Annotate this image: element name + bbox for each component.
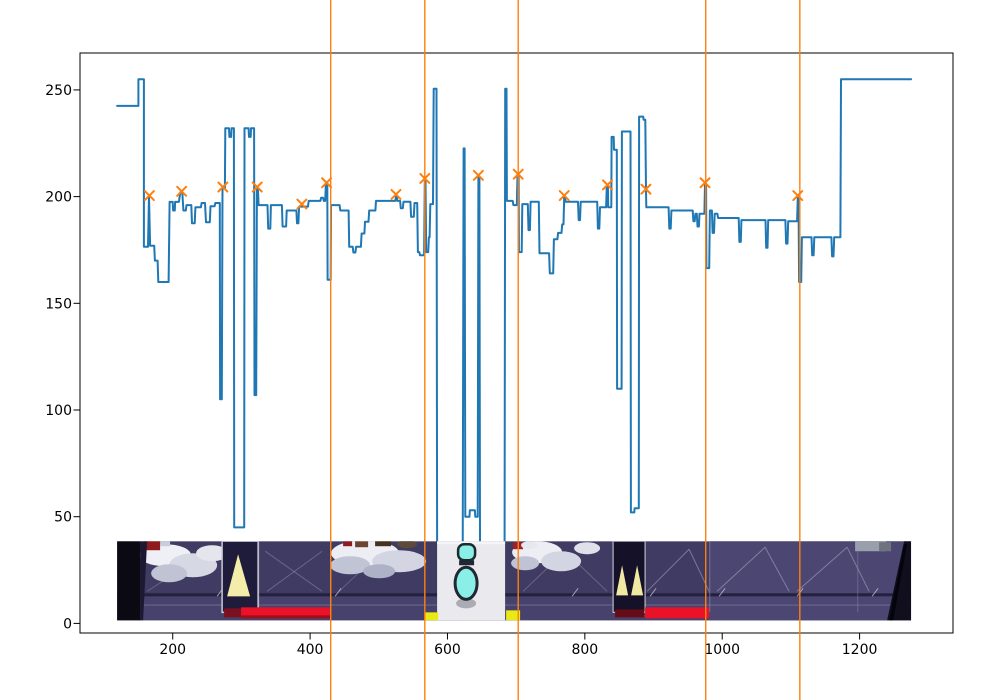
axes-spines	[79, 52, 954, 634]
inset-shape	[574, 542, 601, 555]
peak-x-icon	[792, 190, 804, 202]
y-tick-label: 50	[54, 510, 72, 526]
x-tick-label: 800	[571, 642, 598, 658]
inset-shape	[541, 551, 582, 572]
inset-shape	[846, 546, 870, 592]
inset-shape	[241, 615, 332, 619]
y-tick-label: 0	[63, 616, 72, 632]
inset-shape	[117, 604, 912, 606]
inset-shape	[144, 541, 161, 551]
inset-shape	[363, 564, 396, 579]
inset-shape	[764, 546, 790, 592]
inset-shape	[375, 541, 392, 547]
peak-x-icon	[176, 185, 188, 197]
inset-shape	[266, 550, 323, 592]
x-tick-label: 400	[297, 642, 324, 658]
inset-shape	[140, 541, 148, 621]
column-intensity-signal	[116, 78, 913, 608]
inset-shape	[437, 541, 506, 545]
inset-shape	[646, 548, 690, 592]
y-tick-label: 200	[45, 190, 72, 206]
inset-shape	[355, 541, 369, 548]
inset-shape	[511, 556, 540, 571]
inset-shape	[425, 612, 439, 621]
inset-shape	[117, 541, 141, 621]
inset-shape	[456, 598, 477, 609]
inset-shape	[456, 542, 477, 562]
inset-shape	[616, 565, 629, 596]
inset-shape	[649, 587, 657, 597]
x-tick-label: 600	[434, 642, 461, 658]
inset-shape	[196, 545, 229, 562]
inset-shape	[857, 541, 859, 613]
inset-shape	[716, 546, 766, 592]
inset-shape	[453, 565, 479, 601]
x-tick-label: 1000	[704, 642, 740, 658]
peak-x-icon	[602, 179, 614, 191]
peak-x-icon	[640, 183, 652, 195]
x-tick-label: 200	[159, 642, 186, 658]
y-tick-label: 150	[45, 296, 72, 312]
peak-x-icon	[143, 190, 155, 202]
inset-shape	[334, 587, 342, 597]
inset-shape	[631, 565, 644, 596]
inset-shape	[612, 541, 646, 613]
inset-shape	[224, 608, 254, 618]
inset-shape	[871, 587, 879, 597]
peak-marker-icons	[143, 168, 804, 210]
event-vlines	[330, 0, 801, 700]
inset-shape	[241, 607, 332, 619]
inset-shape	[718, 587, 726, 597]
peak-x-icon	[321, 177, 333, 189]
y-tick-label: 100	[45, 403, 72, 419]
inset-shape	[879, 542, 892, 552]
axes-frame: 200 400 600 800 1000 1200 0 50 100 150 200 250	[45, 52, 954, 658]
inset-shape	[227, 554, 251, 597]
inset-shape	[330, 556, 371, 575]
peak-x-icon	[558, 190, 570, 202]
inset-shape	[709, 541, 912, 621]
inset-shape	[889, 544, 908, 621]
peak-x-icon	[251, 181, 263, 193]
inset-shape	[160, 541, 171, 547]
inset-shape	[506, 610, 521, 621]
inset-shape	[459, 560, 475, 566]
peak-x-icon	[472, 169, 484, 181]
peak-x-icon	[217, 181, 229, 193]
inset-shape	[221, 541, 259, 614]
inset-shape	[521, 541, 538, 550]
inset-shape	[855, 541, 887, 552]
inset-shape	[151, 564, 188, 583]
x-tick-label: 1200	[842, 642, 878, 658]
inset-shape	[264, 550, 323, 592]
inset-shape	[709, 541, 711, 613]
inset-shape	[397, 541, 418, 549]
inset-shape	[645, 607, 710, 619]
inset-shape	[343, 541, 353, 547]
peak-x-icon	[390, 188, 402, 200]
peak-x-icon	[296, 198, 308, 210]
inset-shape	[571, 587, 579, 597]
y-axis-ticks: 0 50 100 150 200 250	[45, 83, 80, 632]
inset-shape	[117, 593, 912, 597]
inset-shape	[615, 609, 645, 618]
signal-line	[116, 78, 913, 608]
y-tick-label: 250	[45, 83, 72, 99]
x-axis-ticks: 200 400 600 800 1000 1200	[159, 633, 877, 658]
inset-image-strip	[117, 541, 912, 621]
inset-shape	[796, 546, 848, 592]
